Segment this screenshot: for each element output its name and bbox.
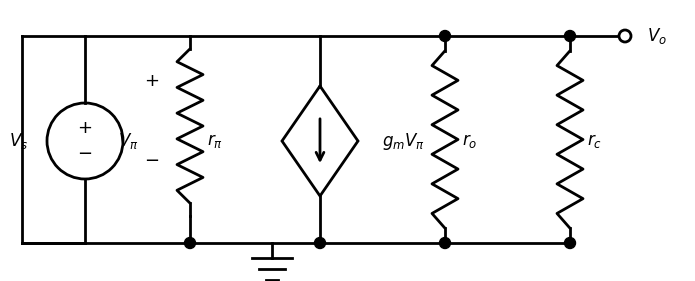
Text: $r_c$: $r_c$ xyxy=(587,132,603,150)
Text: $V_o$: $V_o$ xyxy=(647,26,667,46)
Circle shape xyxy=(184,237,195,248)
Circle shape xyxy=(439,31,450,42)
Text: $r_o$: $r_o$ xyxy=(462,132,477,150)
Text: +: + xyxy=(78,119,92,137)
Circle shape xyxy=(439,237,450,248)
Text: +: + xyxy=(145,72,159,90)
Circle shape xyxy=(315,237,325,248)
Text: −: − xyxy=(77,145,92,163)
Circle shape xyxy=(564,31,575,42)
Text: $V_\pi$: $V_\pi$ xyxy=(117,131,138,151)
Text: $V_s$: $V_s$ xyxy=(10,131,28,151)
Circle shape xyxy=(619,30,631,42)
Text: $r_\pi$: $r_\pi$ xyxy=(207,132,223,150)
Text: $g_m V_\pi$: $g_m V_\pi$ xyxy=(382,130,425,151)
Text: −: − xyxy=(145,152,160,170)
Circle shape xyxy=(564,237,575,248)
